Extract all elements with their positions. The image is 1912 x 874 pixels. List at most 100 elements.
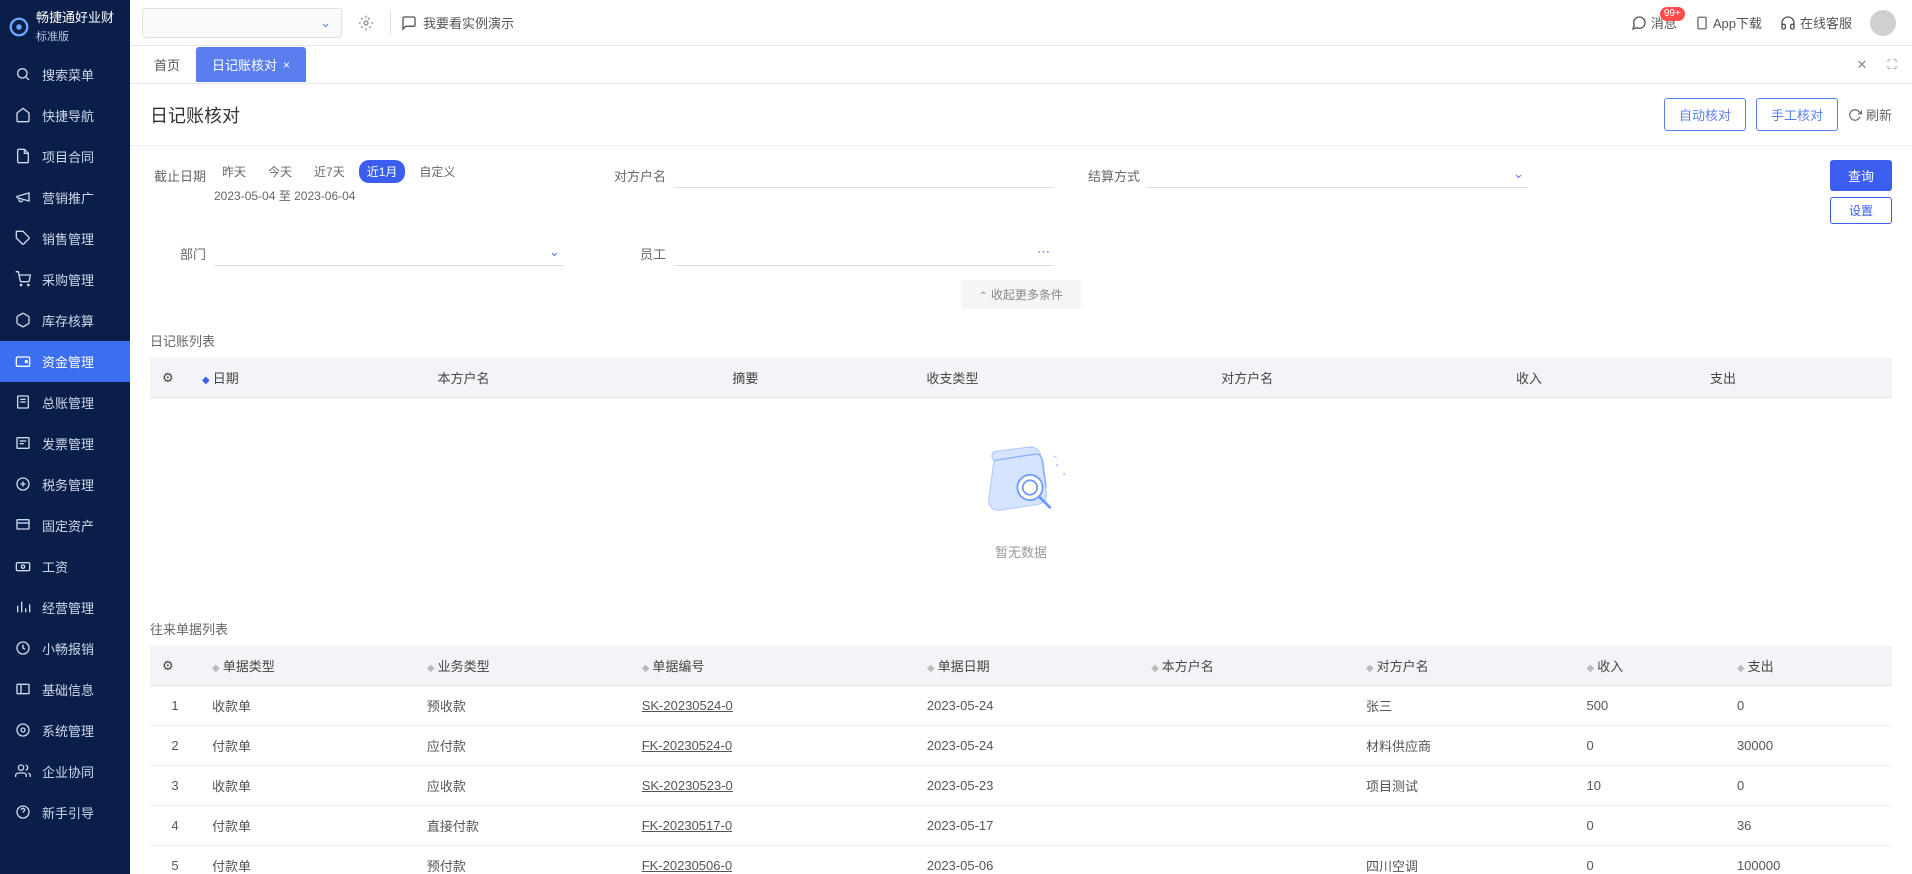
expense-icon [14,639,32,657]
table-row[interactable]: 3收款单应收款SK-20230523-02023-05-23项目测试100 [150,766,1892,806]
chevron-down-icon: ⌄ [1513,166,1524,182]
sidebar-item-label: 工资 [42,557,68,576]
sidebar-item-15[interactable]: 基础信息 [0,669,130,710]
journal-col-2[interactable]: 摘要 [720,358,914,398]
settle-select[interactable]: ⌄ [1148,160,1528,188]
demo-link[interactable]: 我要看实例演示 [401,13,514,32]
invoice-icon [14,434,32,452]
cell-biz-type: 预收款 [415,686,630,726]
org-settings-button[interactable] [352,9,380,37]
cell-doc-type: 付款单 [200,726,415,766]
journal-col-6[interactable]: 支出 [1698,358,1892,398]
user-menu[interactable] [1870,10,1900,36]
date-shortcut[interactable]: 近7天 [306,160,353,183]
refresh-button[interactable]: 刷新 [1848,105,1892,124]
date-shortcut[interactable]: 近1月 [359,160,406,183]
bills-col-3[interactable]: ◆单据日期 [915,646,1139,686]
journal-col-5[interactable]: 收入 [1504,358,1698,398]
sidebar-item-13[interactable]: 经营管理 [0,587,130,628]
cell-doc-no[interactable]: FK-20230524-0 [630,726,915,766]
tab-0[interactable]: 首页 [138,47,196,82]
sidebar-item-label: 固定资产 [42,516,94,535]
journal-col-3[interactable]: 收支类型 [914,358,1209,398]
settle-label: 结算方式 [1084,160,1140,185]
config-button[interactable]: 设置 [1830,197,1892,224]
date-label: 截止日期 [150,160,206,185]
cell-doc-no[interactable]: SK-20230524-0 [630,686,915,726]
org-select[interactable]: ⌄ [142,8,342,38]
sidebar-item-9[interactable]: 发票管理 [0,423,130,464]
sidebar-item-11[interactable]: 固定资产 [0,505,130,546]
sidebar-item-18[interactable]: 新手引导 [0,792,130,833]
row-index: 1 [150,686,200,726]
fullscreen-button[interactable]: ⛶ [1880,53,1904,77]
tab-1[interactable]: 日记账核对× [196,47,306,82]
table-row[interactable]: 4付款单直接付款FK-20230517-02023-05-17036 [150,806,1892,846]
collapse-filters-button[interactable]: ⌃ 收起更多条件 [961,280,1081,309]
sidebar-item-3[interactable]: 营销推广 [0,177,130,218]
cell-doc-date: 2023-05-06 [915,846,1139,874]
emp-select[interactable]: ⋯ [674,238,1054,266]
sidebar-item-4[interactable]: 销售管理 [0,218,130,259]
bills-col-1[interactable]: ◆业务类型 [415,646,630,686]
sidebar-item-label: 税务管理 [42,475,94,494]
sidebar-item-1[interactable]: 快捷导航 [0,95,130,136]
date-shortcut[interactable]: 今天 [260,160,300,183]
close-all-tabs-button[interactable]: ✕ [1850,53,1874,77]
table-row[interactable]: 1收款单预收款SK-20230524-02023-05-24张三5000 [150,686,1892,726]
query-button[interactable]: 查询 [1830,160,1892,191]
app-download-button[interactable]: App下载 [1695,13,1762,32]
cell-doc-no[interactable]: SK-20230523-0 [630,766,915,806]
cell-doc-no[interactable]: FK-20230506-0 [630,846,915,874]
app-download-label: App下载 [1713,13,1762,32]
party-input[interactable] [674,160,1054,188]
close-icon[interactable]: × [283,58,290,72]
brand-logo: 畅捷通好业财 标准版 [0,0,130,54]
date-shortcut[interactable]: 昨天 [214,160,254,183]
demo-label: 我要看实例演示 [423,13,514,32]
messages-button[interactable]: 消息 99+ [1631,13,1677,32]
bills-col-4[interactable]: ◆本方户名 [1139,646,1354,686]
cell-biz-type: 应收款 [415,766,630,806]
sidebar-item-0[interactable]: 搜索菜单 [0,54,130,95]
sidebar-item-2[interactable]: 项目合同 [0,136,130,177]
sidebar-item-8[interactable]: 总账管理 [0,382,130,423]
cell-party [1354,806,1575,846]
sidebar-item-label: 快捷导航 [42,106,94,125]
column-config-button[interactable]: ⚙ [150,646,200,686]
date-shortcut[interactable]: 自定义 [411,160,463,183]
support-button[interactable]: 在线客服 [1780,13,1852,32]
auto-reconcile-button[interactable]: 自动核对 [1664,98,1746,131]
cell-doc-no[interactable]: FK-20230517-0 [630,806,915,846]
bills-col-0[interactable]: ◆单据类型 [200,646,415,686]
sidebar-item-7[interactable]: 资金管理 [0,341,130,382]
bills-col-7[interactable]: ◆支出 [1725,646,1892,686]
sidebar-item-14[interactable]: 小畅报销 [0,628,130,669]
bills-col-5[interactable]: ◆对方户名 [1354,646,1575,686]
journal-col-4[interactable]: 对方户名 [1209,358,1504,398]
cell-own [1139,806,1354,846]
sidebar-item-12[interactable]: 工资 [0,546,130,587]
emp-label: 员工 [610,238,666,263]
manual-reconcile-button[interactable]: 手工核对 [1756,98,1838,131]
table-row[interactable]: 5付款单预付款FK-20230506-02023-05-06四川空调010000… [150,846,1892,874]
chevron-down-icon: ⌄ [320,15,331,31]
sidebar-item-17[interactable]: 企业协同 [0,751,130,792]
table-row[interactable]: 2付款单应付款FK-20230524-02023-05-24材料供应商03000… [150,726,1892,766]
sidebar-item-10[interactable]: 税务管理 [0,464,130,505]
dept-select[interactable]: ⌄ [214,238,564,266]
cell-income: 0 [1575,846,1725,874]
journal-col-0[interactable]: ◆日期 [190,358,426,398]
sidebar-item-5[interactable]: 采购管理 [0,259,130,300]
chevron-down-icon: ⌄ [549,244,560,260]
page-header: 日记账核对 自动核对 手工核对 刷新 [130,84,1912,146]
row-index: 4 [150,806,200,846]
journal-col-1[interactable]: 本方户名 [426,358,721,398]
date-range: 2023-05-04 至 2023-06-04 [214,187,463,204]
bills-col-6[interactable]: ◆收入 [1575,646,1725,686]
column-config-button[interactable]: ⚙ [150,358,190,398]
sidebar-item-6[interactable]: 库存核算 [0,300,130,341]
bills-col-2[interactable]: ◆单据编号 [630,646,915,686]
sidebar-item-16[interactable]: 系统管理 [0,710,130,751]
home-icon [14,106,32,124]
